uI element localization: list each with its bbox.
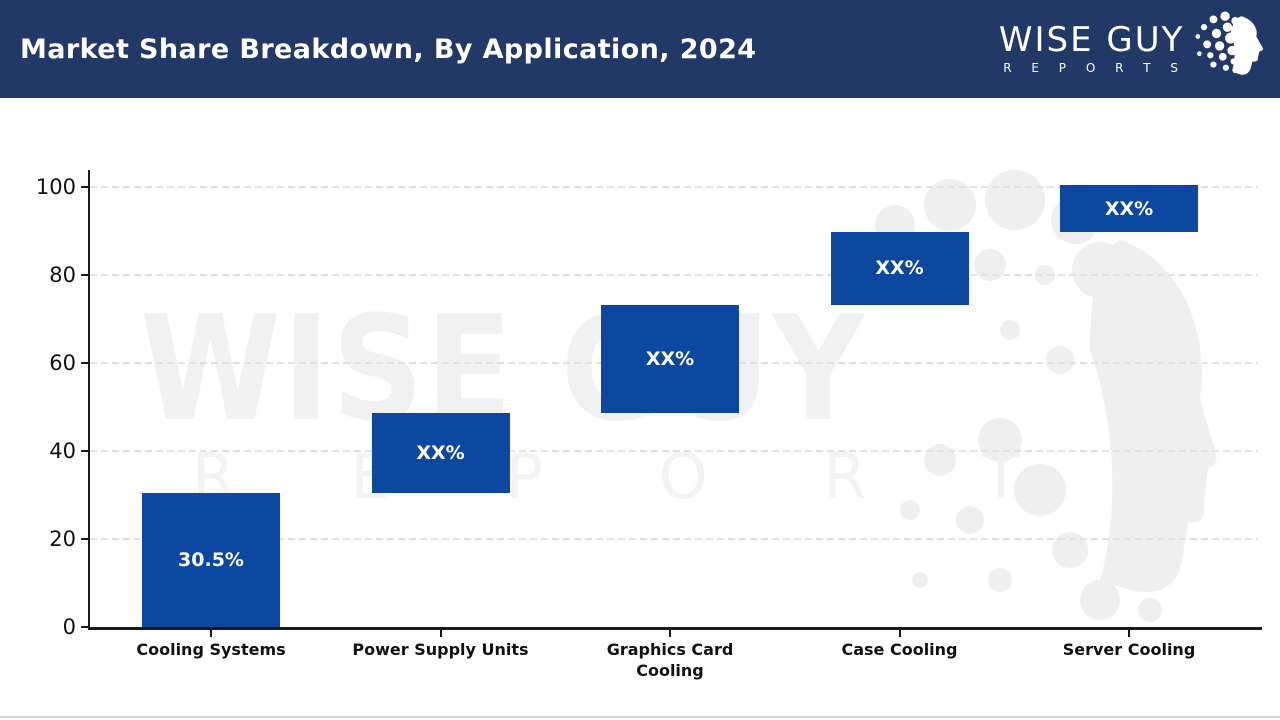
bar-2: XX% [371, 413, 510, 493]
gridline-100 [90, 186, 1258, 188]
bar-1: 30.5% [142, 492, 280, 627]
wiseguy-face-icon [1195, 11, 1263, 75]
x-axis-label-2: Power Supply Units [352, 640, 529, 659]
x-axis-label-4: Case Cooling [841, 640, 958, 659]
bar-5: XX% [1060, 185, 1198, 232]
y-tick-20 [81, 538, 88, 540]
gridline-20 [90, 538, 1258, 540]
bar-value-label-2: XX% [416, 441, 465, 464]
chart-title: Market Share Breakdown, By Application, … [20, 33, 757, 65]
y-tick-40 [81, 450, 88, 452]
x-axis-label-3: Graphics Card Cooling [606, 640, 734, 680]
wiseguy-logo: WISE GUY R E P O R T S [997, 8, 1268, 90]
bar-value-label-3: XX% [645, 348, 695, 371]
bar-4: XX% [830, 231, 969, 305]
bar-value-label-5: XX% [1104, 197, 1154, 220]
bar-3: XX% [601, 304, 739, 414]
bottom-divider [0, 716, 1280, 718]
y-tick-0 [81, 626, 88, 628]
x-axis-label-1: Cooling Systems [136, 640, 286, 659]
x-tick-1 [210, 630, 212, 637]
y-tick-label-100: 100 [35, 175, 76, 199]
x-axis-label-5: Server Cooling [1062, 640, 1196, 659]
logo-text: WISE GUY R E P O R T S [997, 20, 1186, 75]
y-tick-80 [81, 274, 88, 276]
y-tick-label-20: 20 [49, 527, 76, 551]
y-tick-label-40: 40 [49, 439, 76, 463]
bar-value-label-1: 30.5% [178, 548, 244, 571]
y-axis [88, 170, 90, 629]
y-tick-label-0: 0 [62, 615, 76, 639]
bar-value-label-4: XX% [875, 257, 924, 280]
logo-subtext: R E P O R T S [1003, 60, 1186, 75]
y-tick-100 [81, 186, 88, 188]
chart-canvas: WISE GUY R E P O R T S 0 20 40 60 80 100 30.5%… [0, 98, 1280, 716]
gridline-40 [90, 450, 1258, 452]
x-axis [88, 627, 1262, 630]
x-tick-4 [898, 630, 901, 637]
logo-wordmark: WISE GUY [998, 20, 1185, 61]
y-tick-label-60: 60 [49, 351, 76, 375]
x-tick-3 [669, 630, 671, 637]
x-tick-2 [439, 630, 442, 637]
gridline-80 [90, 274, 1258, 276]
y-tick-60 [81, 362, 88, 364]
x-tick-5 [1128, 630, 1130, 637]
header: Market Share Breakdown, By Application, … [0, 0, 1280, 98]
y-tick-label-80: 80 [49, 263, 76, 287]
